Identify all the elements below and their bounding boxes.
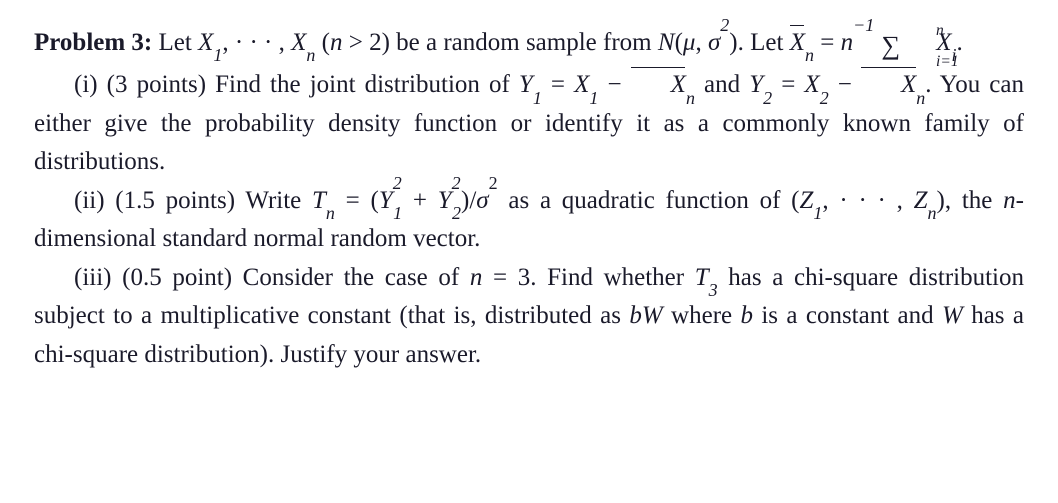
X1-term: X1 [574, 71, 598, 98]
seq-dots: , · · · , [222, 29, 291, 56]
seq-Xn: Xn [291, 29, 315, 56]
Xbar-term-1: Xn [631, 71, 695, 98]
bW: bW [629, 302, 662, 329]
seq-X1: X1 [198, 29, 222, 56]
Xbar-term-2: Xn [861, 71, 925, 98]
T3: T3 [695, 264, 718, 291]
let-prefix: Let [750, 29, 790, 56]
X2-term: X2 [804, 71, 828, 98]
setup-prefix: Let [152, 29, 198, 56]
problem-label: Problem 3: [34, 29, 152, 56]
problem-text: Problem 3: Let X1, · · · , Xn (n > 2) be… [0, 0, 1058, 398]
Z1: Z1 [800, 187, 823, 214]
problem-setup-line1: Problem 3: Let X1, · · · , Xn (n > 2) be… [34, 24, 1024, 66]
summation: ∑ni=1 [881, 26, 936, 67]
n-inv: n−1 [841, 29, 875, 56]
Y2: Y2 [749, 71, 772, 98]
part-i: (i) (3 points) Find the joint distributi… [34, 66, 1024, 182]
sigma-sq: σ2 [708, 29, 729, 56]
Xbar-n: Xn [790, 29, 814, 56]
Y1: Y1 [519, 71, 542, 98]
Tn: Tn [312, 187, 335, 214]
part-ii: (ii) (1.5 points) Write Tn = (Y21 + Y22)… [34, 182, 1024, 259]
Y2sq: Y22 [438, 187, 461, 214]
Zn: Zn [914, 187, 937, 214]
part-iii: (iii) (0.5 point) Consider the case of n… [34, 259, 1024, 375]
Y1sq: Y21 [379, 187, 402, 214]
over-sigma2: )/σ2 [461, 187, 498, 214]
